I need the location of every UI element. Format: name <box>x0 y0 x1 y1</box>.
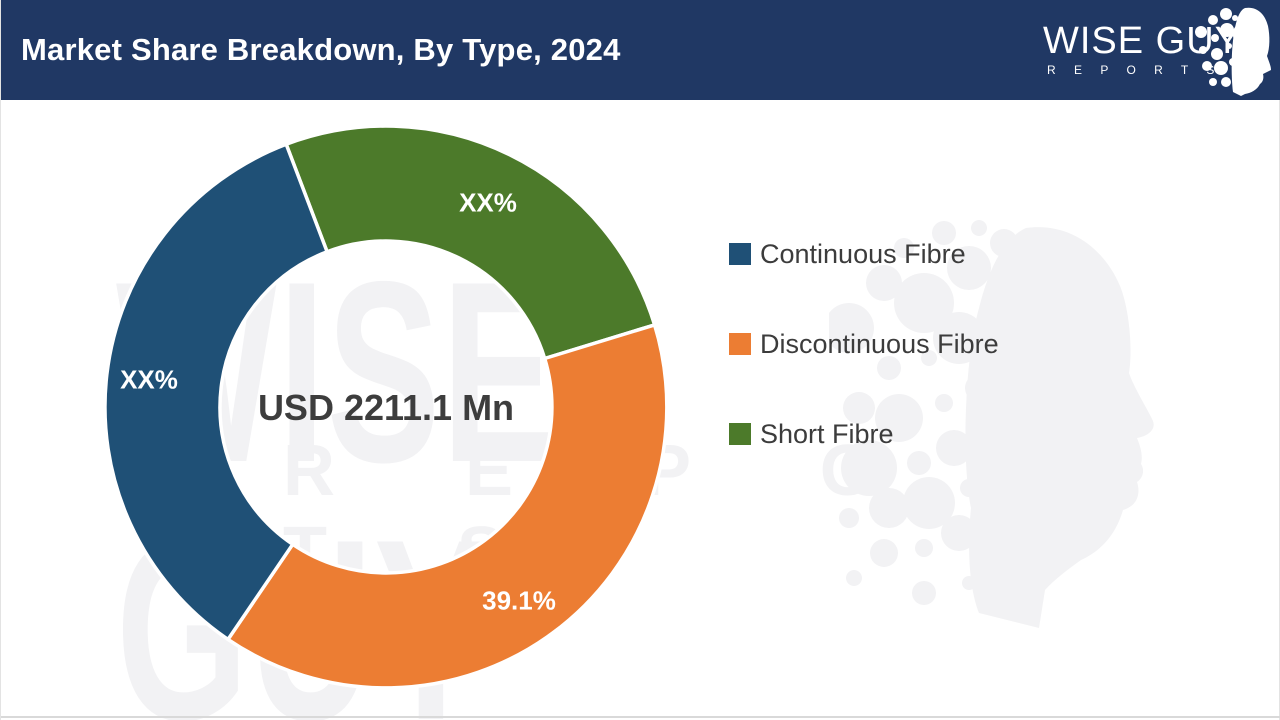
page-title: Market Share Breakdown, By Type, 2024 <box>21 32 621 67</box>
center-total-value: USD 2211.1 Mn <box>257 387 515 428</box>
segment-label-continuous-fibre: XX% <box>120 364 178 395</box>
legend-item-discontinuous-fibre: Discontinuous Fibre <box>729 326 999 362</box>
legend-label: Continuous Fibre <box>760 238 966 269</box>
segment-short-fibre <box>284 124 657 361</box>
segment-label-short-fibre: XX% <box>459 187 517 218</box>
logo-face-icon <box>1195 7 1271 96</box>
chart-legend: Continuous Fibre Discontinuous Fibre Sho… <box>729 236 999 506</box>
logo-sub-text: R E P O R T S <box>1047 63 1222 77</box>
brand-logo: WISE GUY R E P O R T S <box>1021 6 1271 96</box>
segment-continuous-fibre <box>103 142 329 642</box>
header-bar: Market Share Breakdown, By Type, 2024 WI… <box>1 0 1280 100</box>
legend-label: Short Fibre <box>760 418 894 449</box>
legend-item-short-fibre: Short Fibre <box>729 416 999 452</box>
watermark-head-icon <box>829 220 1154 628</box>
legend-item-continuous-fibre: Continuous Fibre <box>729 236 999 272</box>
segment-label-discontinuous-fibre: 39.1% <box>482 585 556 616</box>
logo-brand-text: WISE GUY <box>1043 20 1242 62</box>
legend-label: Discontinuous Fibre <box>760 328 999 359</box>
legend-swatch-continuous-fibre <box>729 243 751 265</box>
legend-swatch-short-fibre <box>729 423 751 445</box>
segment-discontinuous-fibre <box>226 323 669 690</box>
legend-swatch-discontinuous-fibre <box>729 333 751 355</box>
bottom-divider <box>1 716 1280 718</box>
